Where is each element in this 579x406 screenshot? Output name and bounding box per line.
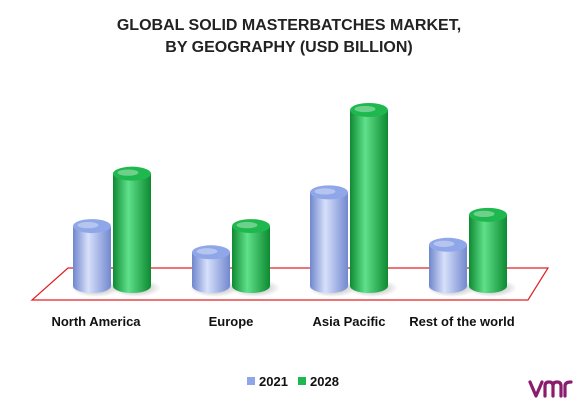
bar-top-highlight (77, 221, 99, 229)
legend-item-2021: 2021 (247, 374, 288, 389)
bar-rest-of-the-world-2028 (467, 207, 517, 297)
bar-body (310, 192, 348, 293)
x-tick-label-europe: Europe (209, 314, 254, 329)
bar-top-highlight (354, 105, 376, 113)
bar-top-highlight (196, 248, 218, 255)
bar-top-highlight (236, 221, 258, 229)
bar-body (350, 110, 388, 293)
bar-top (232, 219, 270, 234)
bar-asia-pacific-2028 (348, 103, 398, 297)
bar-body (469, 214, 507, 293)
bar-top-highlight (473, 210, 495, 218)
x-tick-label-north-america: North America (51, 314, 141, 329)
x-tick-label-asia-pacific: Asia Pacific (313, 314, 386, 329)
bar-rest-of-the-world-2021 (427, 237, 477, 297)
legend-swatch-2028 (298, 377, 306, 385)
bar-top-highlight (433, 240, 455, 247)
bar-body (232, 226, 270, 293)
bar-body (192, 252, 230, 293)
bar-north-america-2028 (111, 166, 161, 297)
legend-label-2028: 2028 (310, 374, 339, 389)
bar-top (350, 103, 388, 117)
chart-title-line-1: GLOBAL SOLID MASTERBATCHES MARKET, (117, 17, 461, 34)
bar-body (113, 173, 151, 293)
bar-asia-pacific-2021 (308, 185, 358, 297)
legend-swatch-2021 (247, 377, 255, 385)
bar-top (73, 219, 111, 234)
chart-title: GLOBAL SOLID MASTERBATCHES MARKET, BY GE… (117, 17, 461, 56)
bar-top (429, 237, 467, 252)
bars-group (71, 103, 517, 297)
legend: 2021 2028 (247, 374, 339, 389)
x-axis-tick-labels: North America Europe Asia Pacific Rest of t… (51, 314, 514, 329)
bar-top-highlight (314, 188, 336, 195)
bar-top (310, 185, 348, 200)
bar-body (73, 226, 111, 293)
bar-north-america-2021 (71, 219, 121, 297)
chart-title-line-2: BY GEOGRAPHY (USD BILLION) (165, 39, 412, 56)
legend-label-2021: 2021 (259, 374, 288, 389)
bar-top (113, 166, 151, 181)
x-tick-label-rest-of-the-world: Rest of the world (409, 314, 515, 329)
vmr-logo (528, 380, 573, 398)
legend-item-2028: 2028 (298, 374, 339, 389)
bar-top-highlight (117, 169, 139, 176)
bar-body (429, 244, 467, 293)
bar-europe-2028 (230, 219, 280, 297)
bar-top (469, 207, 507, 222)
bar-europe-2021 (190, 245, 240, 297)
bar-top (192, 245, 230, 260)
